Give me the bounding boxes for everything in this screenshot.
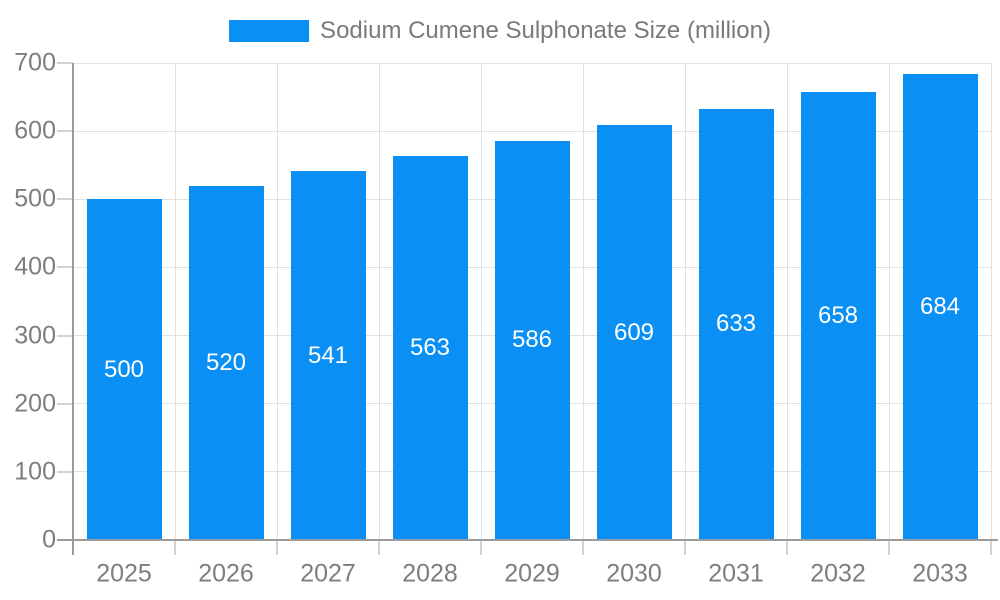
- y-axis-tick: [57, 334, 73, 337]
- bar-value-label: 541: [307, 341, 349, 369]
- bar-value-label: 609: [613, 318, 655, 346]
- x-axis-tick: [276, 541, 278, 555]
- x-axis-label: 2027: [300, 559, 356, 588]
- x-axis-label: 2026: [198, 559, 254, 588]
- y-axis-label: 200: [14, 389, 56, 418]
- x-axis-label: 2030: [606, 559, 662, 588]
- gridline-horizontal: [73, 62, 991, 64]
- x-axis-tick: [480, 541, 482, 555]
- y-axis-tick: [57, 130, 73, 133]
- legend-item[interactable]: Sodium Cumene Sulphonate Size (million): [229, 17, 771, 45]
- y-axis-label: 100: [14, 457, 56, 486]
- bar-2032[interactable]: [800, 91, 876, 540]
- gridline-vertical: [174, 63, 176, 540]
- bar-value-label: 658: [817, 301, 859, 329]
- bar-2027[interactable]: [290, 171, 366, 540]
- x-axis-label: 2029: [504, 559, 560, 588]
- bar-2030[interactable]: [596, 125, 672, 540]
- x-axis-line: [57, 539, 998, 541]
- x-axis-tick: [990, 541, 992, 555]
- bar-value-label: 563: [409, 334, 451, 362]
- y-axis-label: 300: [14, 321, 56, 350]
- gridline-vertical: [276, 63, 278, 540]
- gridline-vertical: [378, 63, 380, 540]
- x-axis-label: 2032: [810, 559, 866, 588]
- x-axis-tick: [684, 541, 686, 555]
- gridline-vertical: [480, 63, 482, 540]
- x-axis-tick: [582, 541, 584, 555]
- bar-value-label: 586: [511, 326, 553, 354]
- x-axis-tick: [174, 541, 176, 555]
- y-axis-tick: [57, 198, 73, 201]
- y-axis-tick: [57, 266, 73, 269]
- legend-label: Sodium Cumene Sulphonate Size (million): [320, 17, 771, 44]
- x-axis-tick: [888, 541, 890, 555]
- x-axis-tick: [378, 541, 380, 555]
- y-axis-label: 400: [14, 252, 56, 281]
- x-axis-label: 2028: [402, 559, 458, 588]
- bar-2031[interactable]: [698, 108, 774, 540]
- y-axis-label: 0: [42, 525, 56, 554]
- bar-value-label: 684: [919, 292, 961, 320]
- x-axis-label: 2025: [96, 559, 152, 588]
- bar-value-label: 520: [205, 348, 247, 376]
- x-axis-label: 2031: [708, 559, 764, 588]
- y-axis-tick: [57, 402, 73, 405]
- y-axis-label: 500: [14, 184, 56, 213]
- bar-2025[interactable]: [86, 199, 162, 540]
- y-axis-tick: [57, 62, 73, 64]
- gridline-vertical: [786, 63, 788, 540]
- bar-2028[interactable]: [392, 156, 468, 540]
- bar-value-label: 633: [715, 310, 757, 338]
- bar-2029[interactable]: [494, 140, 570, 540]
- x-axis-label: 2033: [912, 559, 968, 588]
- y-axis-label: 700: [14, 48, 56, 77]
- y-axis-tick: [57, 470, 73, 473]
- x-axis-tick: [786, 541, 788, 555]
- gridline-vertical: [582, 63, 584, 540]
- gridline-horizontal: [73, 130, 991, 132]
- bar-2033[interactable]: [902, 73, 978, 540]
- gridline-vertical: [990, 63, 992, 540]
- legend-swatch-icon: [229, 20, 310, 42]
- y-axis-line: [72, 63, 74, 555]
- gridline-vertical: [684, 63, 686, 540]
- bar-2026[interactable]: [188, 185, 264, 540]
- gridline-vertical: [888, 63, 890, 540]
- y-axis-label: 600: [14, 116, 56, 145]
- bar-value-label: 500: [103, 355, 145, 383]
